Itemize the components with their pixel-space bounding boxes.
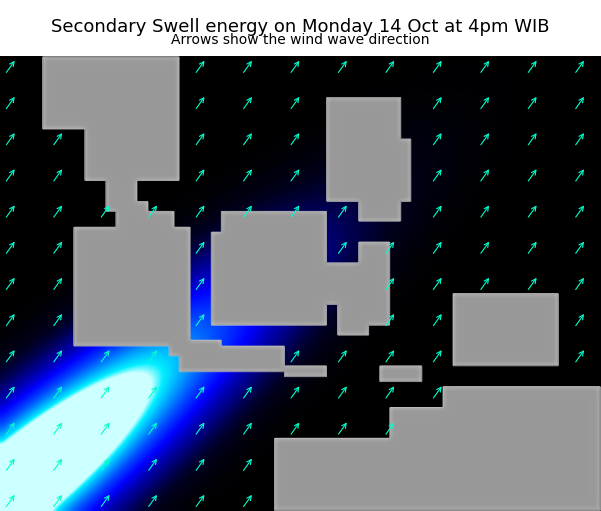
Text: Arrows show the wind wave direction: Arrows show the wind wave direction: [171, 33, 430, 47]
Text: Secondary Swell energy on Monday 14 Oct at 4pm WIB: Secondary Swell energy on Monday 14 Oct …: [51, 18, 550, 36]
